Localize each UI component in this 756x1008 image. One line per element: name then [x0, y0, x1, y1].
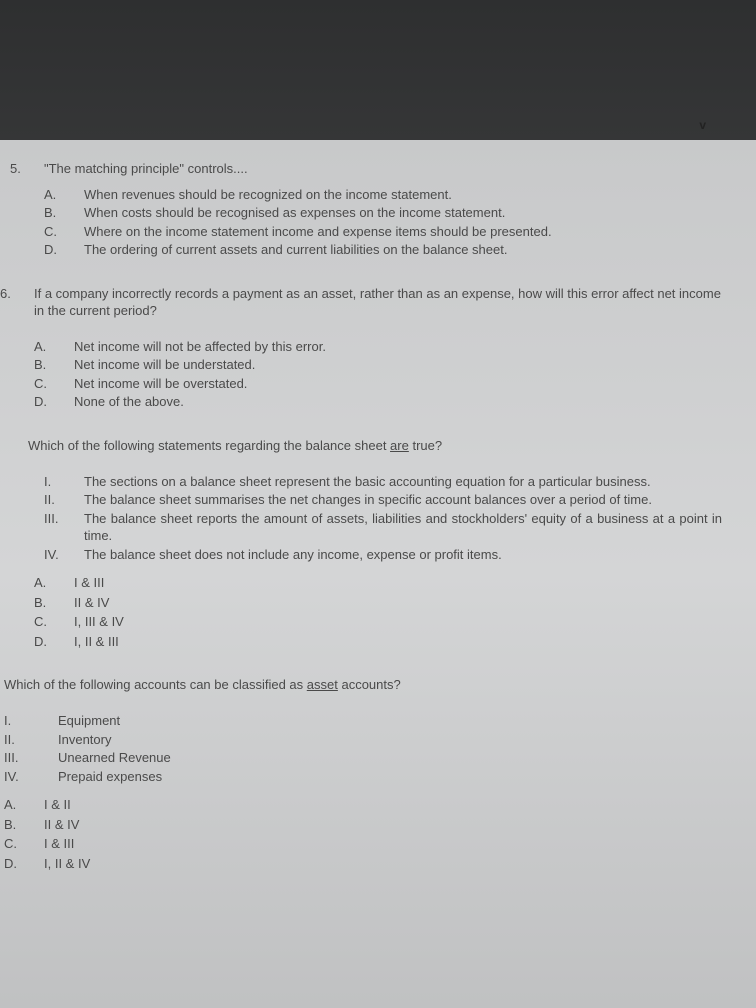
answer-label: B. — [34, 594, 74, 612]
question-number: 6. — [0, 285, 34, 320]
answer-row: C. I, III & IV — [34, 613, 722, 631]
item-text: Prepaid expenses — [58, 768, 722, 786]
statement-text: The balance sheet does not include any i… — [84, 546, 722, 564]
item-label: III. — [4, 749, 58, 767]
answer-text: I, III & IV — [74, 613, 722, 631]
answer-row: C. I & III — [4, 835, 722, 853]
answer-text: I, II & III — [74, 633, 722, 651]
option-row: A. Net income will not be affected by th… — [34, 338, 722, 356]
option-text: Net income will not be affected by this … — [74, 338, 722, 356]
question-text-post: accounts? — [338, 677, 401, 692]
option-label: D. — [34, 393, 74, 411]
item-row: II. Inventory — [4, 731, 722, 749]
option-row: B. Net income will be understated. — [34, 356, 722, 374]
option-row: D. The ordering of current assets and cu… — [44, 241, 722, 259]
answer-label: D. — [34, 633, 74, 651]
item-row: I. Equipment — [4, 712, 722, 730]
option-label: D. — [44, 241, 84, 259]
item-text: Equipment — [58, 712, 722, 730]
item-text: Inventory — [58, 731, 722, 749]
document-page: 5. "The matching principle" controls....… — [0, 140, 756, 1008]
statement-row: IV. The balance sheet does not include a… — [44, 546, 722, 564]
question-text: If a company incorrectly records a payme… — [34, 285, 722, 320]
option-row: C. Where on the income statement income … — [44, 223, 722, 241]
option-text: Net income will be overstated. — [74, 375, 722, 393]
statement-text: The balance sheet summarises the net cha… — [84, 491, 722, 509]
question-text-pre: Which of the following accounts can be c… — [4, 677, 307, 692]
answer-label: C. — [34, 613, 74, 631]
question-text-underline: are — [390, 438, 409, 453]
question-6-options: A. Net income will not be affected by th… — [0, 338, 722, 411]
answer-text: I & III — [74, 574, 722, 592]
option-row: C. Net income will be overstated. — [34, 375, 722, 393]
question-text-post: true? — [409, 438, 442, 453]
answer-text: I, II & IV — [44, 855, 722, 873]
item-text: Unearned Revenue — [58, 749, 722, 767]
question-7-statements: I. The sections on a balance sheet repre… — [10, 473, 722, 564]
answer-label: D. — [4, 855, 44, 873]
item-row: III. Unearned Revenue — [4, 749, 722, 767]
question-text-underline: asset — [307, 677, 338, 692]
option-label: A. — [44, 186, 84, 204]
question-number: 5. — [10, 160, 44, 178]
question-5-options: A. When revenues should be recognized on… — [10, 186, 722, 259]
option-row: A. When revenues should be recognized on… — [44, 186, 722, 204]
answer-row: B. II & IV — [4, 816, 722, 834]
statement-label: II. — [44, 491, 84, 509]
item-label: II. — [4, 731, 58, 749]
question-6: 6. If a company incorrectly records a pa… — [0, 285, 722, 411]
answer-text: I & III — [44, 835, 722, 853]
option-label: B. — [44, 204, 84, 222]
option-text: Net income will be understated. — [74, 356, 722, 374]
statement-row: I. The sections on a balance sheet repre… — [44, 473, 722, 491]
question-8-answers: A. I & II B. II & IV C. I & III D. I, II… — [4, 796, 722, 872]
statement-text: The balance sheet reports the amount of … — [84, 510, 722, 545]
question-5: 5. "The matching principle" controls....… — [0, 160, 722, 259]
option-row: B. When costs should be recognised as ex… — [44, 204, 722, 222]
answer-row: A. I & III — [34, 574, 722, 592]
option-label: C. — [34, 375, 74, 393]
question-7-answers: A. I & III B. II & IV C. I, III & IV D. … — [10, 574, 722, 650]
statement-row: II. The balance sheet summarises the net… — [44, 491, 722, 509]
option-label: B. — [34, 356, 74, 374]
item-row: IV. Prepaid expenses — [4, 768, 722, 786]
answer-label: C. — [4, 835, 44, 853]
option-text: When revenues should be recognized on th… — [84, 186, 722, 204]
answer-text: II & IV — [74, 594, 722, 612]
answer-row: D. I, II & IV — [4, 855, 722, 873]
question-8: Which of the following accounts can be c… — [0, 676, 722, 872]
item-label: I. — [4, 712, 58, 730]
answer-text: II & IV — [44, 816, 722, 834]
option-text: When costs should be recognised as expen… — [84, 204, 722, 222]
answer-row: D. I, II & III — [34, 633, 722, 651]
stray-mark: v — [699, 118, 706, 132]
option-text: None of the above. — [74, 393, 722, 411]
option-row: D. None of the above. — [34, 393, 722, 411]
answer-text: I & II — [44, 796, 722, 814]
question-8-items: I. Equipment II. Inventory III. Unearned… — [4, 712, 722, 785]
option-label: A. — [34, 338, 74, 356]
statement-text: The sections on a balance sheet represen… — [84, 473, 722, 491]
option-text: The ordering of current assets and curre… — [84, 241, 722, 259]
statement-label: IV. — [44, 546, 84, 564]
answer-label: A. — [34, 574, 74, 592]
answer-row: A. I & II — [4, 796, 722, 814]
answer-label: B. — [4, 816, 44, 834]
photo-background-top — [0, 0, 756, 140]
statement-label: I. — [44, 473, 84, 491]
question-text: Which of the following accounts can be c… — [4, 676, 722, 694]
item-label: IV. — [4, 768, 58, 786]
question-text-pre: Which of the following statements regard… — [28, 438, 390, 453]
question-text: Which of the following statements regard… — [28, 437, 722, 455]
answer-row: B. II & IV — [34, 594, 722, 612]
answer-label: A. — [4, 796, 44, 814]
statement-row: III. The balance sheet reports the amoun… — [44, 510, 722, 545]
statement-label: III. — [44, 510, 84, 545]
option-label: C. — [44, 223, 84, 241]
option-text: Where on the income statement income and… — [84, 223, 722, 241]
question-7: Which of the following statements regard… — [0, 437, 722, 650]
question-text: "The matching principle" controls.... — [44, 160, 722, 178]
